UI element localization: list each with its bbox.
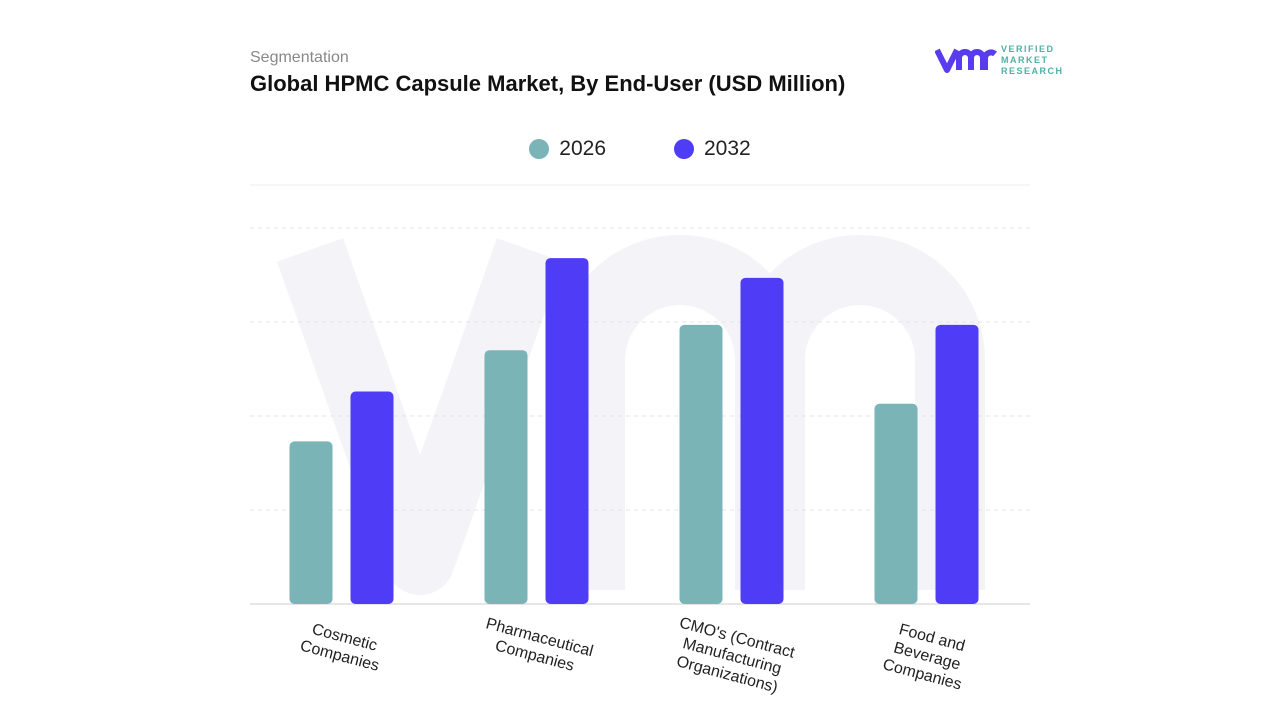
legend-dot-2032 xyxy=(674,139,694,159)
vmr-logo: VERIFIED MARKET RESEARCH xyxy=(934,44,1065,78)
bar-2026-1[interactable] xyxy=(484,350,528,604)
legend-dot-2026 xyxy=(529,139,550,159)
logo-text-3: RESEARCH xyxy=(1001,66,1064,76)
bar-2032-1[interactable] xyxy=(545,258,589,604)
watermark xyxy=(277,235,985,595)
legend: 2026 2032 xyxy=(0,136,1280,162)
legend-label-2032: 2032 xyxy=(704,137,751,160)
bar-2026-0[interactable] xyxy=(289,441,333,604)
logo-text-1: VERIFIED xyxy=(1001,44,1055,54)
logo-text-2: MARKET xyxy=(1001,55,1049,65)
vmr-logo-mark xyxy=(934,48,998,73)
legend-item-2026[interactable]: 2026 xyxy=(529,136,606,162)
bar-2026-3[interactable] xyxy=(874,403,918,604)
bar-2026-2[interactable] xyxy=(679,324,723,604)
legend-label-2026: 2026 xyxy=(559,137,606,160)
bar-2032-0[interactable] xyxy=(350,391,394,604)
chart-title: Global HPMC Capsule Market, By End-User … xyxy=(250,71,846,96)
bar-2032-3[interactable] xyxy=(935,324,979,604)
segment-label: Segmentation xyxy=(250,49,349,66)
legend-item-2032[interactable]: 2032 xyxy=(674,136,751,162)
bar-2032-2[interactable] xyxy=(740,277,784,604)
